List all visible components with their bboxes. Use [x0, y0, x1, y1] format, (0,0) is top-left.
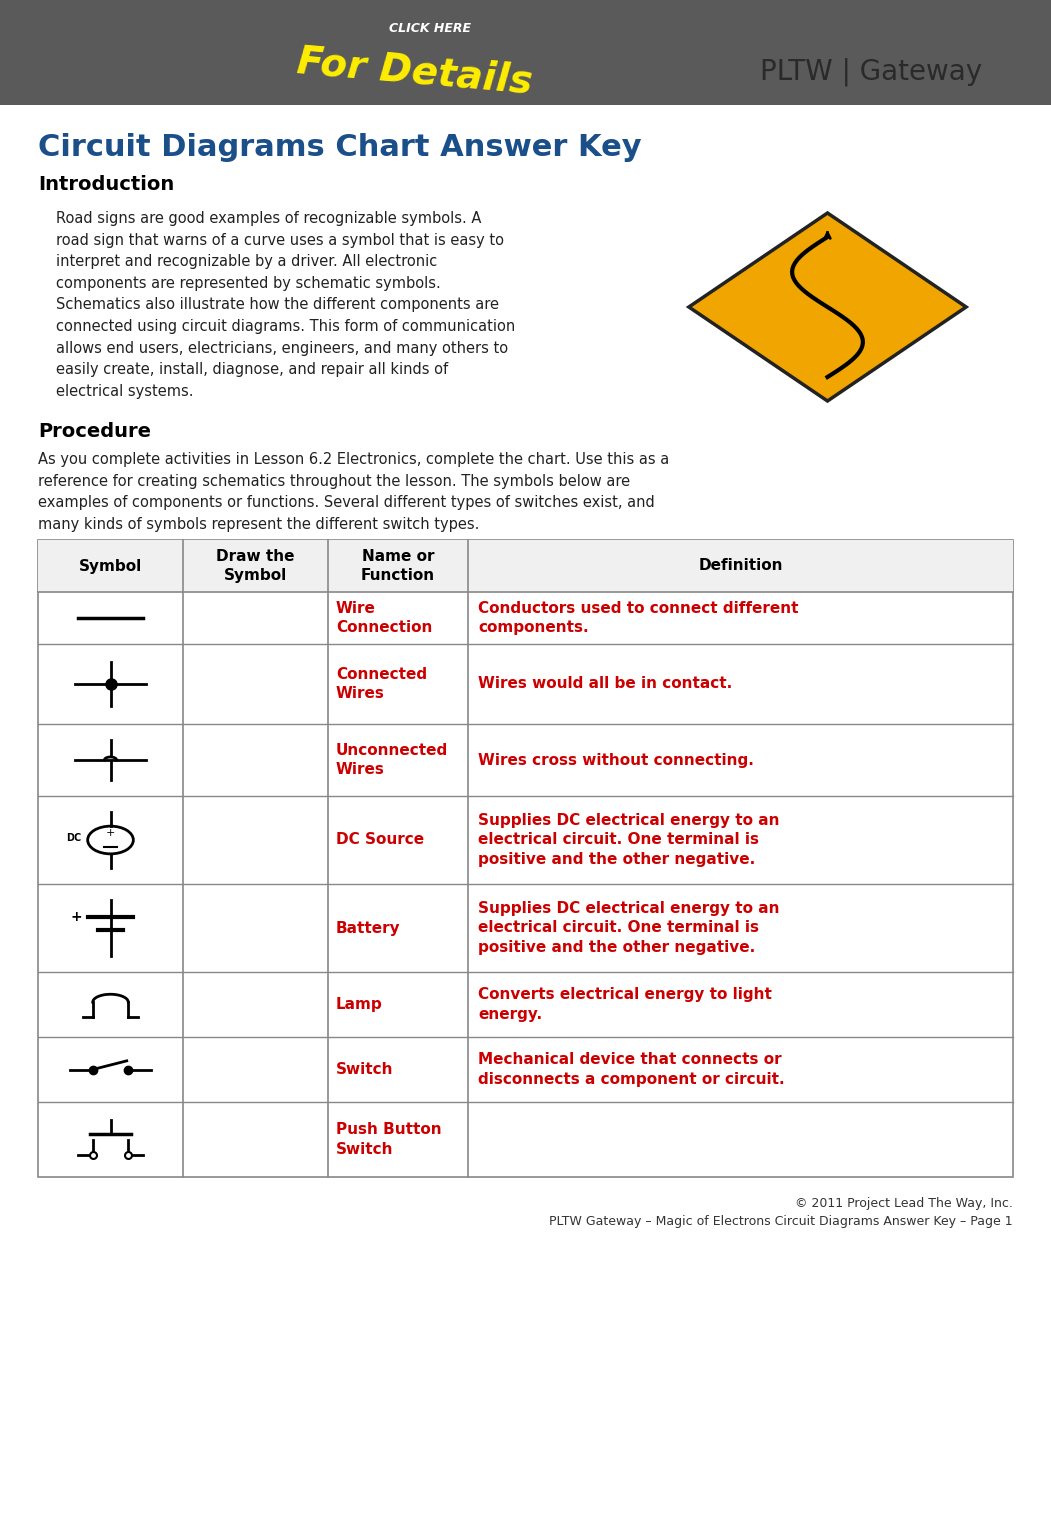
Text: As you complete activities in Lesson 6.2 Electronics, complete the chart. Use th: As you complete activities in Lesson 6.2… [38, 453, 669, 532]
Text: Road signs are good examples of recognizable symbols. A
road sign that warns of : Road signs are good examples of recogniz… [56, 212, 515, 399]
Text: Battery: Battery [336, 920, 400, 936]
Text: +: + [70, 910, 82, 923]
Text: PLTW | Gateway: PLTW | Gateway [760, 58, 982, 86]
Text: DC: DC [66, 833, 82, 844]
Bar [0, 0, 1051, 104]
Text: © 2011 Project Lead The Way, Inc.: © 2011 Project Lead The Way, Inc. [796, 1197, 1013, 1210]
Text: PLTW Gateway – Magic of Electrons Circuit Diagrams Answer Key – Page 1: PLTW Gateway – Magic of Electrons Circui… [550, 1215, 1013, 1229]
Text: Wire
Connection: Wire Connection [336, 601, 432, 635]
Text: Procedure: Procedure [38, 422, 151, 440]
Text: For Details: For Details [295, 43, 534, 101]
Text: Lamp: Lamp [336, 997, 383, 1012]
Text: Conductors used to connect different
components.: Conductors used to connect different com… [478, 601, 799, 635]
Polygon shape [688, 213, 966, 400]
Text: +: + [106, 828, 116, 838]
Text: Draw the
Symbol: Draw the Symbol [217, 549, 294, 583]
Text: Circuit Diagrams Chart Answer Key: Circuit Diagrams Chart Answer Key [38, 133, 641, 163]
Text: Switch: Switch [336, 1062, 393, 1077]
Text: Definition: Definition [698, 558, 783, 574]
Bar [38, 540, 1013, 1177]
Text: Introduction: Introduction [38, 175, 174, 193]
Text: Mechanical device that connects or
disconnects a component or circuit.: Mechanical device that connects or disco… [478, 1052, 785, 1086]
Bar [38, 540, 1013, 592]
Text: Supplies DC electrical energy to an
electrical circuit. One terminal is
positive: Supplies DC electrical energy to an elec… [478, 902, 780, 954]
Text: Push Button
Switch: Push Button Switch [336, 1123, 441, 1157]
Text: DC Source: DC Source [336, 833, 425, 847]
Text: Wires cross without connecting.: Wires cross without connecting. [478, 753, 754, 767]
Text: Connected
Wires: Connected Wires [336, 667, 427, 701]
Text: Converts electrical energy to light
energy.: Converts electrical energy to light ener… [478, 988, 771, 1022]
Text: Supplies DC electrical energy to an
electrical circuit. One terminal is
positive: Supplies DC electrical energy to an elec… [478, 813, 780, 867]
Text: Name or
Function: Name or Function [360, 549, 435, 583]
Text: Wires would all be in contact.: Wires would all be in contact. [478, 676, 733, 692]
Text: Symbol: Symbol [79, 558, 142, 574]
Text: CLICK HERE: CLICK HERE [389, 21, 471, 34]
Text: Unconnected
Wires: Unconnected Wires [336, 742, 448, 778]
